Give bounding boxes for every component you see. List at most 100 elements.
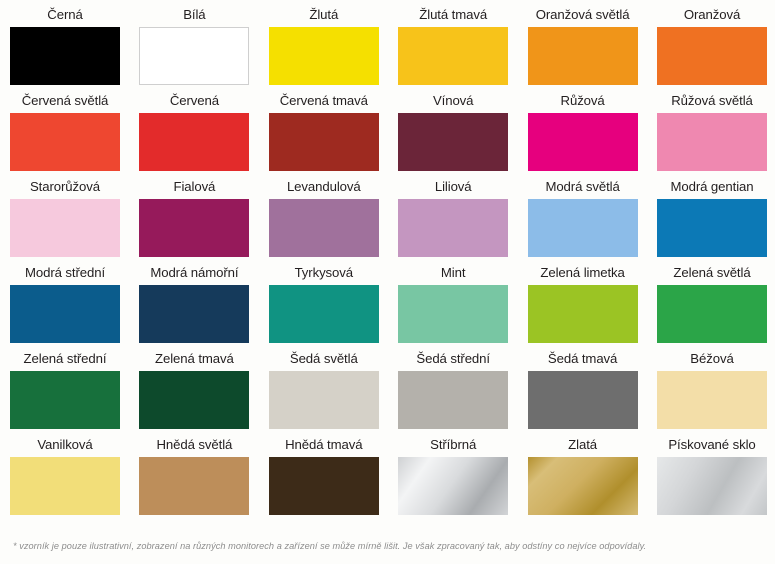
swatch-color-chip[interactable] [527,457,638,515]
swatch-cell[interactable]: Mint [398,265,509,343]
swatch-cell[interactable]: Hnědá světlá [139,437,250,515]
swatch-cell[interactable]: Šedá střední [398,351,509,429]
swatch-label: Červená [169,93,219,108]
swatch-color-chip[interactable] [398,27,509,85]
swatch-cell[interactable]: Stříbrná [398,437,509,515]
swatch-cell[interactable]: Oranžová světlá [527,7,638,85]
swatch-cell[interactable]: Levandulová [268,179,379,257]
swatch-color-chip[interactable] [10,285,120,343]
swatch-label: Stříbrná [430,437,477,452]
swatch-color-chip[interactable] [527,27,638,85]
swatch-cell[interactable]: Oranžová [657,7,767,85]
swatch-cell[interactable]: Červená [139,93,250,171]
swatch-label: Šedá světlá [289,351,358,366]
swatch-label: Červená světlá [21,93,109,108]
swatch-label: Šedá střední [416,351,490,366]
swatch-color-chip[interactable] [139,199,250,257]
swatch-cell[interactable]: Zelená světlá [657,265,767,343]
swatch-cell[interactable]: Červená tmavá [268,93,379,171]
swatch-cell[interactable]: Tyrkysová [268,265,379,343]
swatch-label: Žlutá tmavá [419,7,488,22]
swatch-label: Černá [47,7,83,22]
swatch-cell[interactable]: Fialová [139,179,250,257]
swatch-label: Zlatá [568,437,597,452]
swatch-label: Růžová světlá [671,93,753,108]
swatch-color-chip[interactable] [527,371,638,429]
swatch-color-chip[interactable] [398,285,509,343]
swatch-cell[interactable]: Zlatá [527,437,638,515]
swatch-cell[interactable]: Žlutá [268,7,379,85]
swatch-label: Modrá námořní [150,265,239,280]
swatch-color-chip[interactable] [657,371,767,429]
swatch-label: Růžová [560,93,605,108]
swatch-cell[interactable]: Červená světlá [10,93,120,171]
swatch-label: Zelená tmavá [155,351,234,366]
swatch-color-chip[interactable] [268,457,379,515]
swatch-label: Pískované sklo [668,437,756,452]
swatch-cell[interactable]: Šedá tmavá [527,351,638,429]
swatch-color-chip[interactable] [398,457,509,515]
swatch-color-chip[interactable] [398,199,509,257]
swatch-cell[interactable]: Pískované sklo [657,437,767,515]
swatch-color-chip[interactable] [657,285,767,343]
swatch-label: Mint [440,265,466,280]
swatch-cell[interactable]: Modrá gentian [657,179,767,257]
swatch-cell[interactable]: Zelená střední [10,351,120,429]
swatch-color-chip[interactable] [139,113,250,171]
swatch-cell[interactable]: Bílá [139,7,250,85]
swatch-cell[interactable]: Růžová [527,93,638,171]
swatch-color-chip[interactable] [657,27,767,85]
swatch-color-chip[interactable] [268,199,379,257]
swatch-label: Hnědá světlá [156,437,233,452]
swatch-cell[interactable]: Hnědá tmavá [268,437,379,515]
swatch-label: Červená tmavá [279,93,368,108]
swatch-color-chip[interactable] [657,199,767,257]
swatch-cell[interactable]: Černá [10,7,120,85]
swatch-label: Žlutá [309,7,339,22]
swatch-color-chip[interactable] [10,199,120,257]
swatch-color-chip[interactable] [10,371,120,429]
swatch-cell[interactable]: Zelená limetka [527,265,638,343]
swatch-cell[interactable]: Liliová [398,179,509,257]
swatch-color-chip[interactable] [398,371,509,429]
swatch-cell[interactable]: Růžová světlá [657,93,767,171]
swatch-label: Modrá světlá [545,179,620,194]
swatch-label: Liliová [434,179,472,194]
swatch-color-chip[interactable] [657,113,767,171]
footnote-disclaimer: * vzorník je pouze ilustrativní, zobraze… [13,541,647,551]
swatch-color-chip[interactable] [268,27,379,85]
swatch-cell[interactable]: Vanilková [10,437,120,515]
swatch-cell[interactable]: Béžová [657,351,767,429]
swatch-color-chip[interactable] [268,371,379,429]
swatch-label: Béžová [690,351,734,366]
swatch-color-chip[interactable] [10,113,120,171]
swatch-label: Starorůžová [29,179,100,194]
swatch-label: Vínová [432,93,474,108]
swatch-color-chip[interactable] [268,285,379,343]
swatch-cell[interactable]: Modrá námořní [139,265,250,343]
swatch-cell[interactable]: Šedá světlá [268,351,379,429]
swatch-color-chip[interactable] [398,113,509,171]
swatch-color-chip[interactable] [139,457,250,515]
swatch-cell[interactable]: Modrá střední [10,265,120,343]
swatch-color-chip[interactable] [139,371,250,429]
swatch-cell[interactable]: Modrá světlá [527,179,638,257]
swatch-label: Zelená světlá [673,265,751,280]
swatch-label: Oranžová [683,7,741,22]
swatch-color-chip[interactable] [527,113,638,171]
swatch-label: Vanilková [37,437,93,452]
swatch-color-chip[interactable] [527,285,638,343]
swatch-color-chip[interactable] [657,457,767,515]
swatch-label: Fialová [173,179,216,194]
swatch-color-chip[interactable] [268,113,379,171]
swatch-cell[interactable]: Žlutá tmavá [398,7,509,85]
swatch-color-chip[interactable] [10,457,120,515]
swatch-label: Modrá gentian [670,179,754,194]
swatch-cell[interactable]: Starorůžová [10,179,120,257]
swatch-color-chip[interactable] [527,199,638,257]
swatch-color-chip[interactable] [139,285,250,343]
swatch-color-chip[interactable] [139,27,250,85]
swatch-color-chip[interactable] [10,27,120,85]
swatch-cell[interactable]: Zelená tmavá [139,351,250,429]
swatch-cell[interactable]: Vínová [398,93,509,171]
